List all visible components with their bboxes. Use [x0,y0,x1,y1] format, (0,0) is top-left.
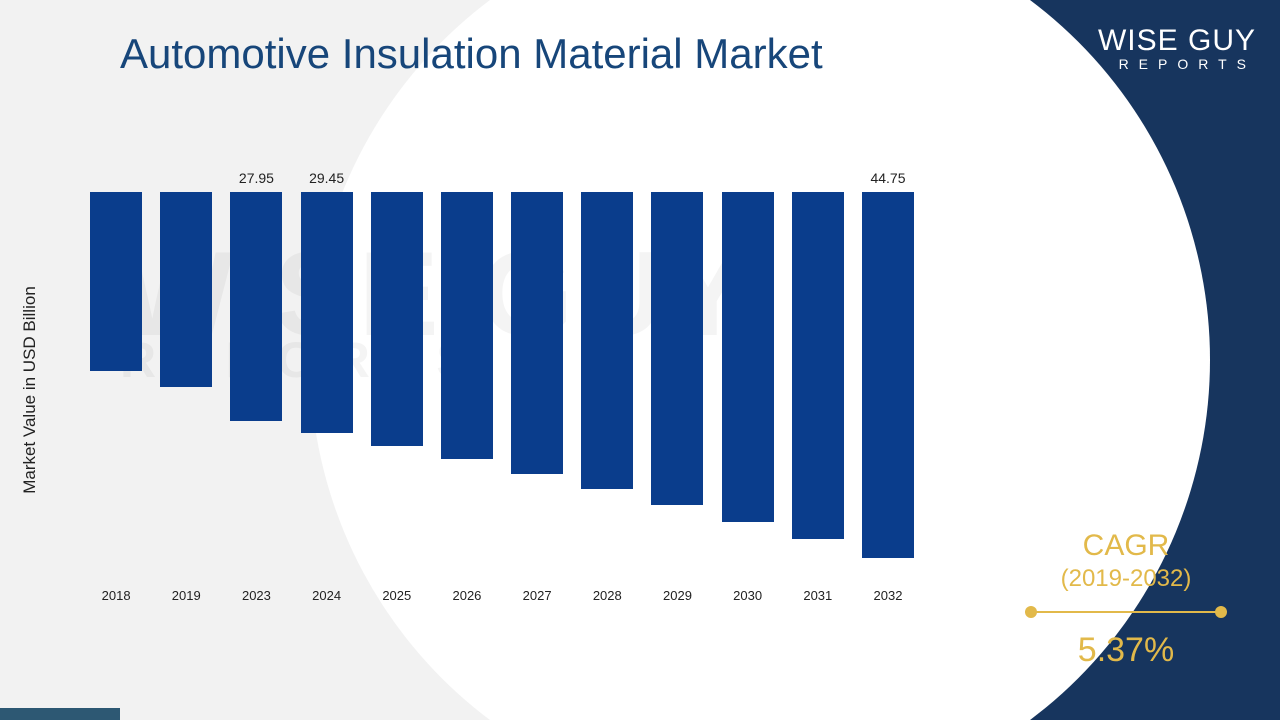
bar [230,192,282,421]
bar [581,192,633,489]
bar-col: 29.45 [299,170,355,579]
cagr-block: CAGR (2019-2032) 5.37% [996,529,1256,670]
bar-col: 44.75 [860,170,916,579]
bar-col [579,170,635,579]
x-tick-label: 2024 [299,588,355,610]
bar [441,192,493,459]
x-tick-label: 2029 [649,588,705,610]
bar-col [439,170,495,579]
bottom-strip [0,708,120,720]
bar [792,192,844,539]
bar-value-label: 27.95 [239,170,274,188]
page-root: Automotive Insulation Material Market WI… [0,0,1280,720]
x-axis-labels: 2018 2019 2023 2024 2025 2026 2027 2028 2029 2030… [84,584,920,610]
bar-col [369,170,425,579]
x-tick-label: 2018 [88,588,144,610]
y-axis-label: Market Value in USD Billion [20,286,40,494]
x-tick-label: 2028 [579,588,635,610]
cagr-title: CAGR [996,529,1256,563]
bar-value-label: 44.75 [870,170,905,188]
bars-container: 27.95 29.45 44.75 [84,170,920,579]
bar [511,192,563,474]
bar-col [649,170,705,579]
x-tick-label: 2019 [158,588,214,610]
bar-col [158,170,214,579]
bar [651,192,703,505]
bar [722,192,774,522]
plot-area: 27.95 29.45 44.75 [84,170,920,580]
bar [90,192,142,371]
bar [160,192,212,387]
bar-chart: Market Value in USD Billion 27.9529.4544… [40,170,920,610]
bar-col [509,170,565,579]
x-tick-label: 2026 [439,588,495,610]
bar-col: 27.95 [228,170,284,579]
x-tick-label: 2030 [720,588,776,610]
cagr-period: (2019-2032) [996,565,1256,593]
x-tick-label: 2031 [790,588,846,610]
x-tick-label: 2023 [228,588,284,610]
cagr-value: 5.37% [996,631,1256,670]
bar-col [790,170,846,579]
bar [862,192,914,558]
bar [301,192,353,433]
cagr-divider [1031,611,1221,613]
brand-logo: WISE GUY REPORTS [1098,24,1256,72]
logo-line2: REPORTS [1098,56,1256,72]
chart-title: Automotive Insulation Material Market [120,30,823,78]
bar-value-label: 29.45 [309,170,344,188]
x-tick-label: 2027 [509,588,565,610]
bar-col [88,170,144,579]
logo-line1: WISE GUY [1098,24,1256,58]
x-tick-label: 2025 [369,588,425,610]
bar [371,192,423,446]
x-tick-label: 2032 [860,588,916,610]
bar-col [720,170,776,579]
